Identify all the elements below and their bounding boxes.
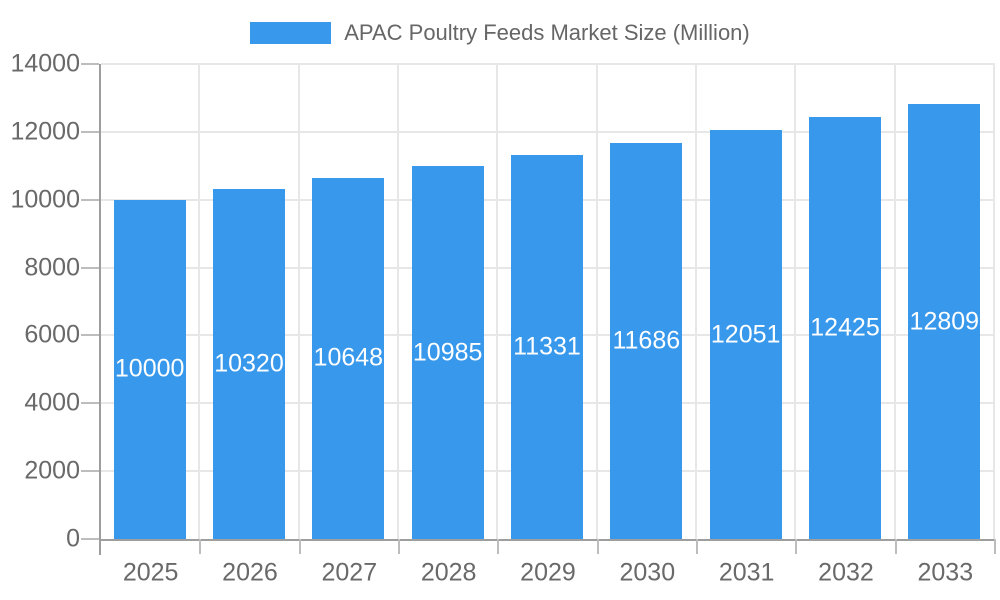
y-axis-label: 6000 — [24, 320, 80, 349]
bar-2033[interactable]: 12809 — [908, 104, 981, 539]
plot-area: 10000 10320 10648 10985 11331 11686 12051 12425… — [81, 63, 996, 555]
bar-value-label: 11331 — [513, 332, 581, 361]
category-cell: 12809 — [896, 64, 995, 539]
bar-2029[interactable]: 11331 — [510, 154, 583, 539]
category-cell: 11686 — [598, 64, 697, 539]
x-tick — [497, 539, 500, 554]
y-tick — [81, 402, 99, 405]
legend[interactable]: APAC Poultry Feeds Market Size (Million) — [0, 20, 1000, 46]
bar-value-label: 10320 — [214, 349, 284, 378]
y-axis-label: 8000 — [24, 253, 80, 282]
y-tick — [81, 334, 99, 337]
x-axis-label: 2031 — [718, 558, 775, 587]
legend-label: APAC Poultry Feeds Market Size (Million) — [344, 20, 750, 45]
y-axis-label: 0 — [66, 524, 80, 553]
x-axis-label: 2028 — [420, 558, 477, 587]
bar-value-label: 10985 — [412, 338, 483, 367]
legend-swatch-icon — [250, 22, 332, 44]
h-gridline — [101, 63, 995, 65]
y-axis-label: 2000 — [24, 456, 80, 485]
x-tick — [795, 539, 798, 554]
h-gridline — [101, 130, 995, 133]
bar-2027[interactable]: 10648 — [312, 177, 385, 539]
x-axis-label: 2033 — [917, 558, 974, 587]
y-axis-label: 10000 — [10, 185, 80, 214]
y-tick — [81, 198, 99, 201]
category-cell: 10648 — [300, 64, 399, 539]
x-tick — [596, 539, 599, 554]
y-axis-label: 14000 — [10, 49, 80, 78]
bar-2030[interactable]: 11686 — [610, 142, 683, 539]
bar-value-label: 12809 — [909, 307, 980, 336]
x-tick — [99, 539, 101, 555]
bar-2032[interactable]: 12425 — [808, 117, 881, 539]
category-cell: 10985 — [399, 64, 499, 539]
y-tick — [81, 470, 99, 473]
category-cell: 10000 — [101, 64, 201, 539]
bar-2028[interactable]: 10985 — [411, 166, 484, 539]
x-tick — [298, 539, 301, 554]
y-axis-label: 4000 — [24, 388, 80, 417]
x-axis-label: 2032 — [818, 558, 874, 587]
bar-value-label: 10000 — [114, 354, 185, 383]
x-tick — [994, 539, 996, 554]
bar-value-label: 12425 — [810, 313, 880, 342]
y-tick — [81, 63, 99, 65]
x-axis-label: 2026 — [222, 558, 278, 587]
x-tick — [398, 539, 400, 554]
x-axis-label: 2030 — [619, 558, 676, 587]
bar-2031[interactable]: 12051 — [709, 130, 782, 539]
category-cell: 11331 — [498, 64, 598, 539]
y-tick — [81, 130, 99, 133]
y-tick — [81, 266, 99, 269]
x-tick — [696, 539, 698, 554]
x-axis-label: 2025 — [122, 558, 179, 587]
bar-value-label: 12051 — [710, 320, 781, 349]
category-cell: 12425 — [796, 64, 896, 539]
bar-2025[interactable]: 10000 — [113, 199, 186, 539]
x-tick — [199, 539, 202, 554]
y-tick — [81, 538, 99, 540]
bar-value-label: 11686 — [612, 326, 681, 355]
x-axis-label: 2029 — [520, 558, 576, 587]
x-axis-label: 2027 — [321, 558, 378, 587]
bar-value-label: 10648 — [313, 343, 384, 372]
bar-2026[interactable]: 10320 — [212, 188, 285, 539]
category-cell: 12051 — [697, 64, 797, 539]
x-tick — [894, 539, 897, 554]
y-axis-label: 12000 — [10, 117, 80, 146]
category-cell: 10320 — [200, 64, 300, 539]
